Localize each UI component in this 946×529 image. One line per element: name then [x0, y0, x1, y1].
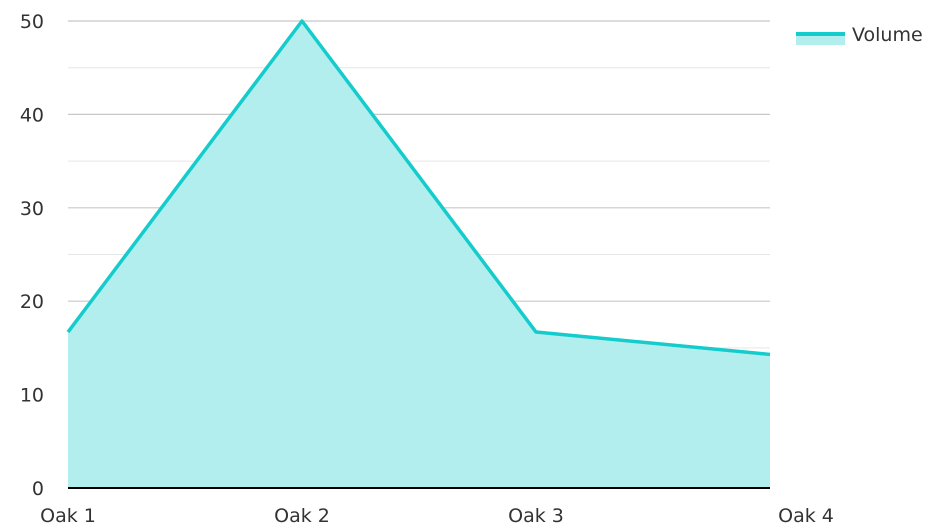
y-tick-label: 30: [20, 198, 44, 220]
legend-swatch-fill: [796, 35, 845, 45]
x-tick-label: Oak 4: [778, 505, 834, 527]
series-area-volume: [68, 21, 770, 488]
x-tick-label: Oak 3: [508, 505, 564, 527]
data-points: [67, 20, 771, 355]
x-tick-label: Oak 1: [40, 505, 96, 527]
x-tick-label: Oak 2: [274, 505, 330, 527]
x-axis-ticks: Oak 1 Oak 2 Oak 3 Oak 4: [40, 505, 834, 527]
series-line-volume: [66, 19, 771, 357]
y-tick-label: 50: [20, 11, 44, 33]
y-tick-label: 20: [20, 291, 44, 313]
legend-label-volume: Volume: [852, 24, 923, 46]
legend: Volume: [796, 24, 923, 46]
y-tick-label: 40: [20, 104, 44, 126]
y-axis-ticks: 0 10 20 30 40 50: [20, 11, 44, 500]
y-tick-label: 10: [20, 385, 44, 407]
y-tick-label: 0: [32, 478, 44, 500]
